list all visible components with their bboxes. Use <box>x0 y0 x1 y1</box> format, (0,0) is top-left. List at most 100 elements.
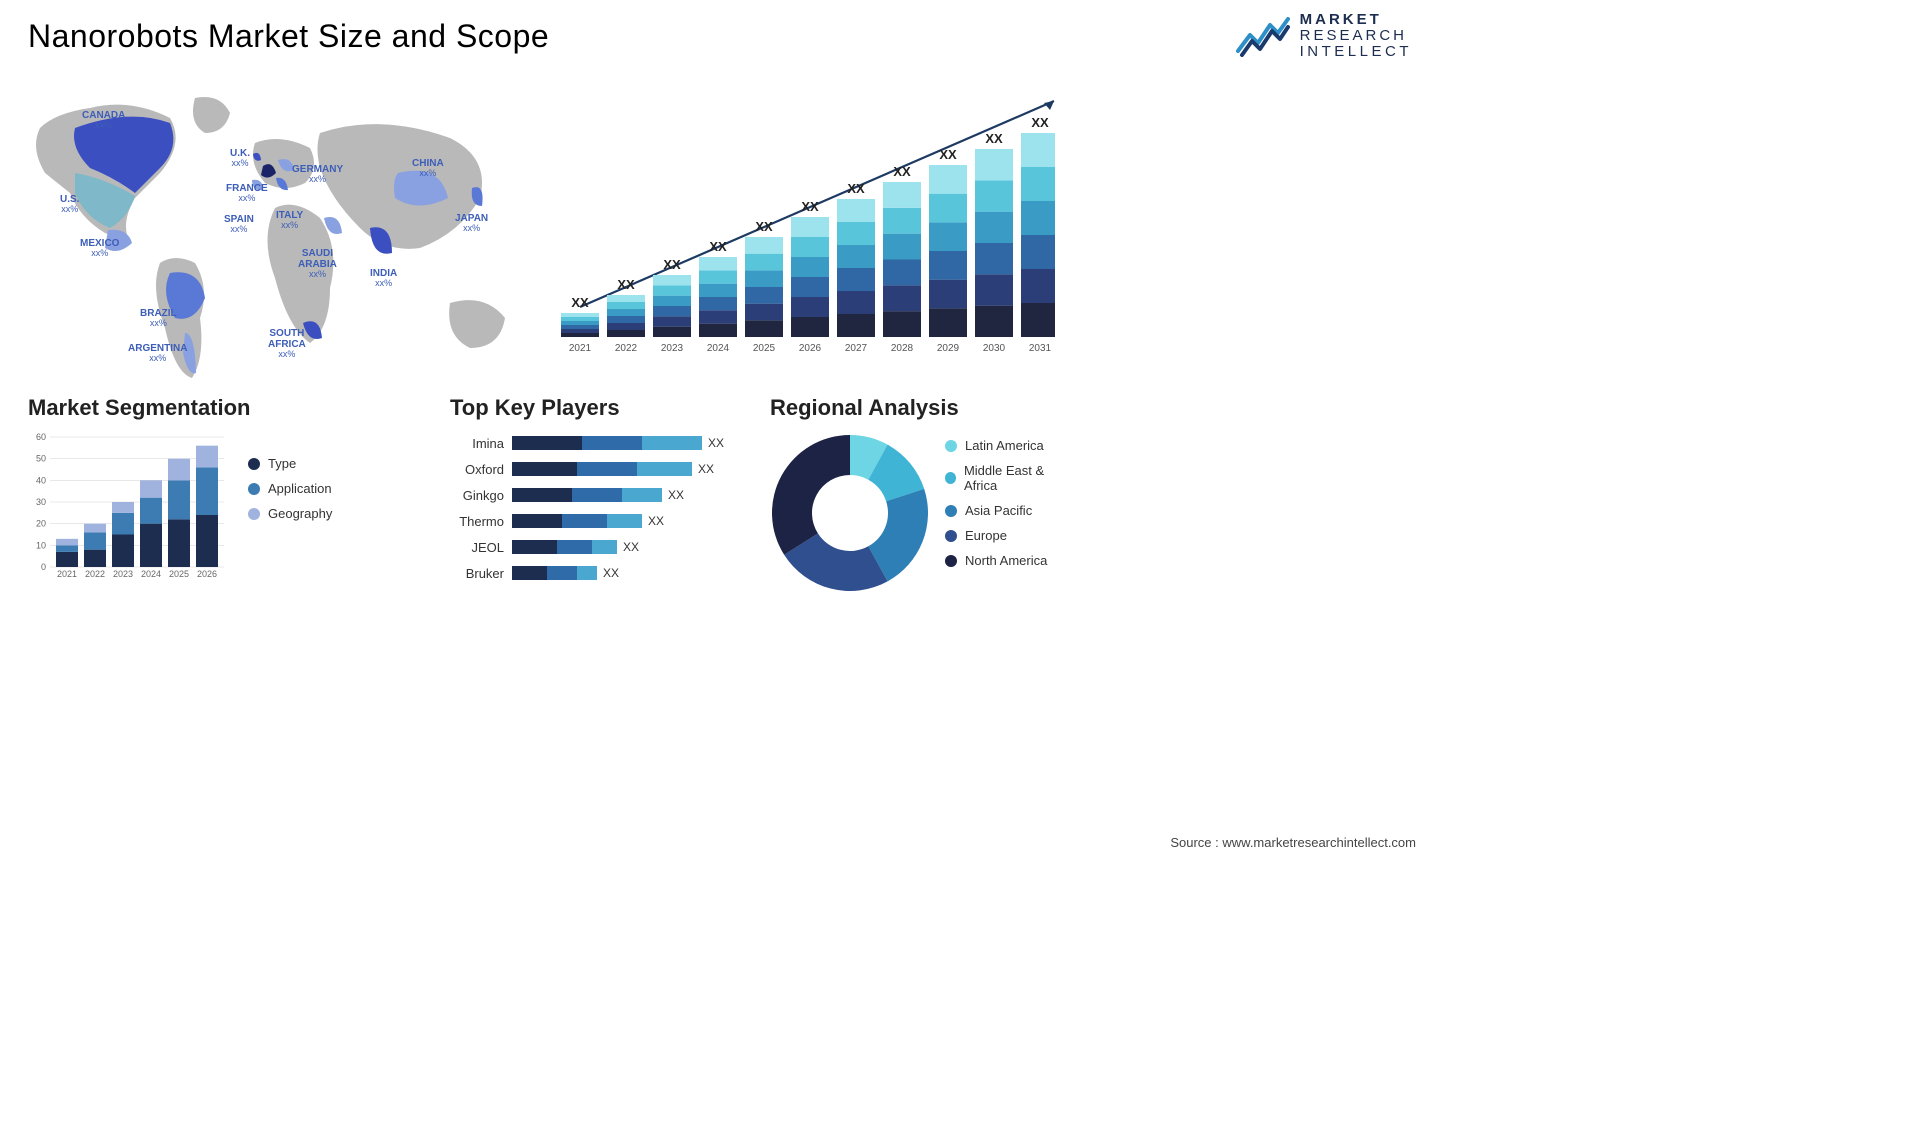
legend-label: Latin America <box>965 438 1044 453</box>
svg-text:2023: 2023 <box>661 343 684 354</box>
player-bar-segment <box>512 540 557 554</box>
svg-text:20: 20 <box>36 519 46 529</box>
player-bar <box>512 514 642 528</box>
svg-text:10: 10 <box>36 540 46 550</box>
legend-label: Europe <box>965 528 1007 543</box>
player-label: Ginkgo <box>450 488 512 503</box>
player-label: Imina <box>450 436 512 451</box>
player-bar-segment <box>512 462 577 476</box>
svg-text:XX: XX <box>1031 115 1049 130</box>
player-value: XX <box>617 540 639 554</box>
svg-text:XX: XX <box>617 277 635 292</box>
player-label: Oxford <box>450 462 512 477</box>
legend-swatch-icon <box>248 483 260 495</box>
map-label-china: CHINAxx% <box>412 158 444 179</box>
player-bar-segment <box>577 566 597 580</box>
player-bar-segment <box>557 540 592 554</box>
key-players-chart: IminaXXOxfordXXGinkgoXXThermoXXJEOLXXBru… <box>450 433 740 583</box>
svg-text:2025: 2025 <box>169 569 189 579</box>
map-label-brazil: BRAZILxx% <box>140 308 177 329</box>
region-legend-item: North America <box>945 553 1070 568</box>
player-bar-segment <box>637 462 692 476</box>
player-bar <box>512 436 702 450</box>
segmentation-legend: Type Application Geography <box>248 456 332 531</box>
map-label-germany: GERMANYxx% <box>292 164 343 185</box>
player-bar-segment <box>512 436 582 450</box>
regional-legend: Latin America Middle East & Africa Asia Pa… <box>945 438 1070 578</box>
player-row: JEOL XX <box>450 537 740 557</box>
svg-text:XX: XX <box>939 147 957 162</box>
player-row: BrukerXX <box>450 563 740 583</box>
map-label-uk: U.K.xx% <box>230 148 250 169</box>
svg-text:2029: 2029 <box>937 343 960 354</box>
player-bar-segment <box>577 462 637 476</box>
svg-text:0: 0 <box>41 562 46 572</box>
legend-label: Application <box>268 481 332 496</box>
logo-mark-icon <box>1236 15 1290 57</box>
player-row: Ginkgo XX <box>450 485 740 505</box>
map-label-france: FRANCExx% <box>226 183 268 204</box>
legend-swatch-icon <box>945 530 957 542</box>
svg-text:2030: 2030 <box>983 343 1006 354</box>
source-text: Source : www.marketresearchintellect.com <box>1170 835 1416 850</box>
svg-text:2026: 2026 <box>197 569 217 579</box>
svg-text:2024: 2024 <box>141 569 161 579</box>
map-label-us: U.S.xx% <box>60 194 79 215</box>
regional-section: Regional Analysis Latin AmericaMiddle Ea… <box>770 395 1070 598</box>
svg-text:2024: 2024 <box>707 343 730 354</box>
player-bar-segment <box>512 566 547 580</box>
svg-text:XX: XX <box>893 164 911 179</box>
svg-text:2021: 2021 <box>569 343 592 354</box>
key-players-section: Top Key Players IminaXXOxfordXXGinkgoXXT… <box>450 395 740 589</box>
player-value: XX <box>597 566 619 580</box>
player-bar-segment <box>572 488 622 502</box>
legend-label: Asia Pacific <box>965 503 1032 518</box>
svg-text:2031: 2031 <box>1029 343 1052 354</box>
svg-text:2023: 2023 <box>113 569 133 579</box>
player-bar-segment <box>547 566 577 580</box>
player-label: JEOL <box>450 540 512 555</box>
region-legend-item: Middle East & Africa <box>945 463 1070 493</box>
svg-text:40: 40 <box>36 475 46 485</box>
svg-text:30: 30 <box>36 497 46 507</box>
svg-text:XX: XX <box>755 219 773 234</box>
brand-logo: MARKET RESEARCH INTELLECT <box>1236 12 1412 59</box>
player-bar-segment <box>512 488 572 502</box>
svg-text:XX: XX <box>847 181 865 196</box>
segmentation-chart: 0102030405060202120222023202420252026 <box>28 429 228 579</box>
player-bar <box>512 462 692 476</box>
key-players-title: Top Key Players <box>450 395 740 421</box>
svg-text:2026: 2026 <box>799 343 822 354</box>
player-bar <box>512 566 597 580</box>
map-label-argentina: ARGENTINAxx% <box>128 343 187 364</box>
map-label-mexico: MEXICOxx% <box>80 238 119 259</box>
forecast-chart: 2021 XX 2022 XX 2023 XX 2024 XX 2025 XX 2026 XX 2027… <box>555 82 1055 362</box>
svg-text:2025: 2025 <box>753 343 776 354</box>
logo-text-3: INTELLECT <box>1300 44 1412 60</box>
svg-text:XX: XX <box>801 199 819 214</box>
map-label-safrica: SOUTHAFRICAxx% <box>268 328 306 360</box>
legend-swatch-icon <box>248 508 260 520</box>
svg-text:2027: 2027 <box>845 343 868 354</box>
legend-label: Geography <box>268 506 332 521</box>
svg-text:2022: 2022 <box>615 343 638 354</box>
svg-text:2028: 2028 <box>891 343 914 354</box>
player-bar-segment <box>642 436 702 450</box>
player-row: OxfordXX <box>450 459 740 479</box>
player-row: ThermoXX <box>450 511 740 531</box>
legend-swatch-icon <box>945 505 957 517</box>
player-bar <box>512 540 617 554</box>
player-value: XX <box>662 488 684 502</box>
region-legend-item: Asia Pacific <box>945 503 1070 518</box>
legend-label: Type <box>268 456 296 471</box>
map-label-japan: JAPANxx% <box>455 213 488 234</box>
region-legend-item: Latin America <box>945 438 1070 453</box>
segmentation-title: Market Segmentation <box>28 395 358 421</box>
player-bar-segment <box>582 436 642 450</box>
player-value: XX <box>702 436 724 450</box>
map-label-spain: SPAINxx% <box>224 214 254 235</box>
svg-text:2021: 2021 <box>57 569 77 579</box>
player-bar-segment <box>622 488 662 502</box>
legend-label: Middle East & Africa <box>964 463 1070 493</box>
player-bar-segment <box>592 540 617 554</box>
